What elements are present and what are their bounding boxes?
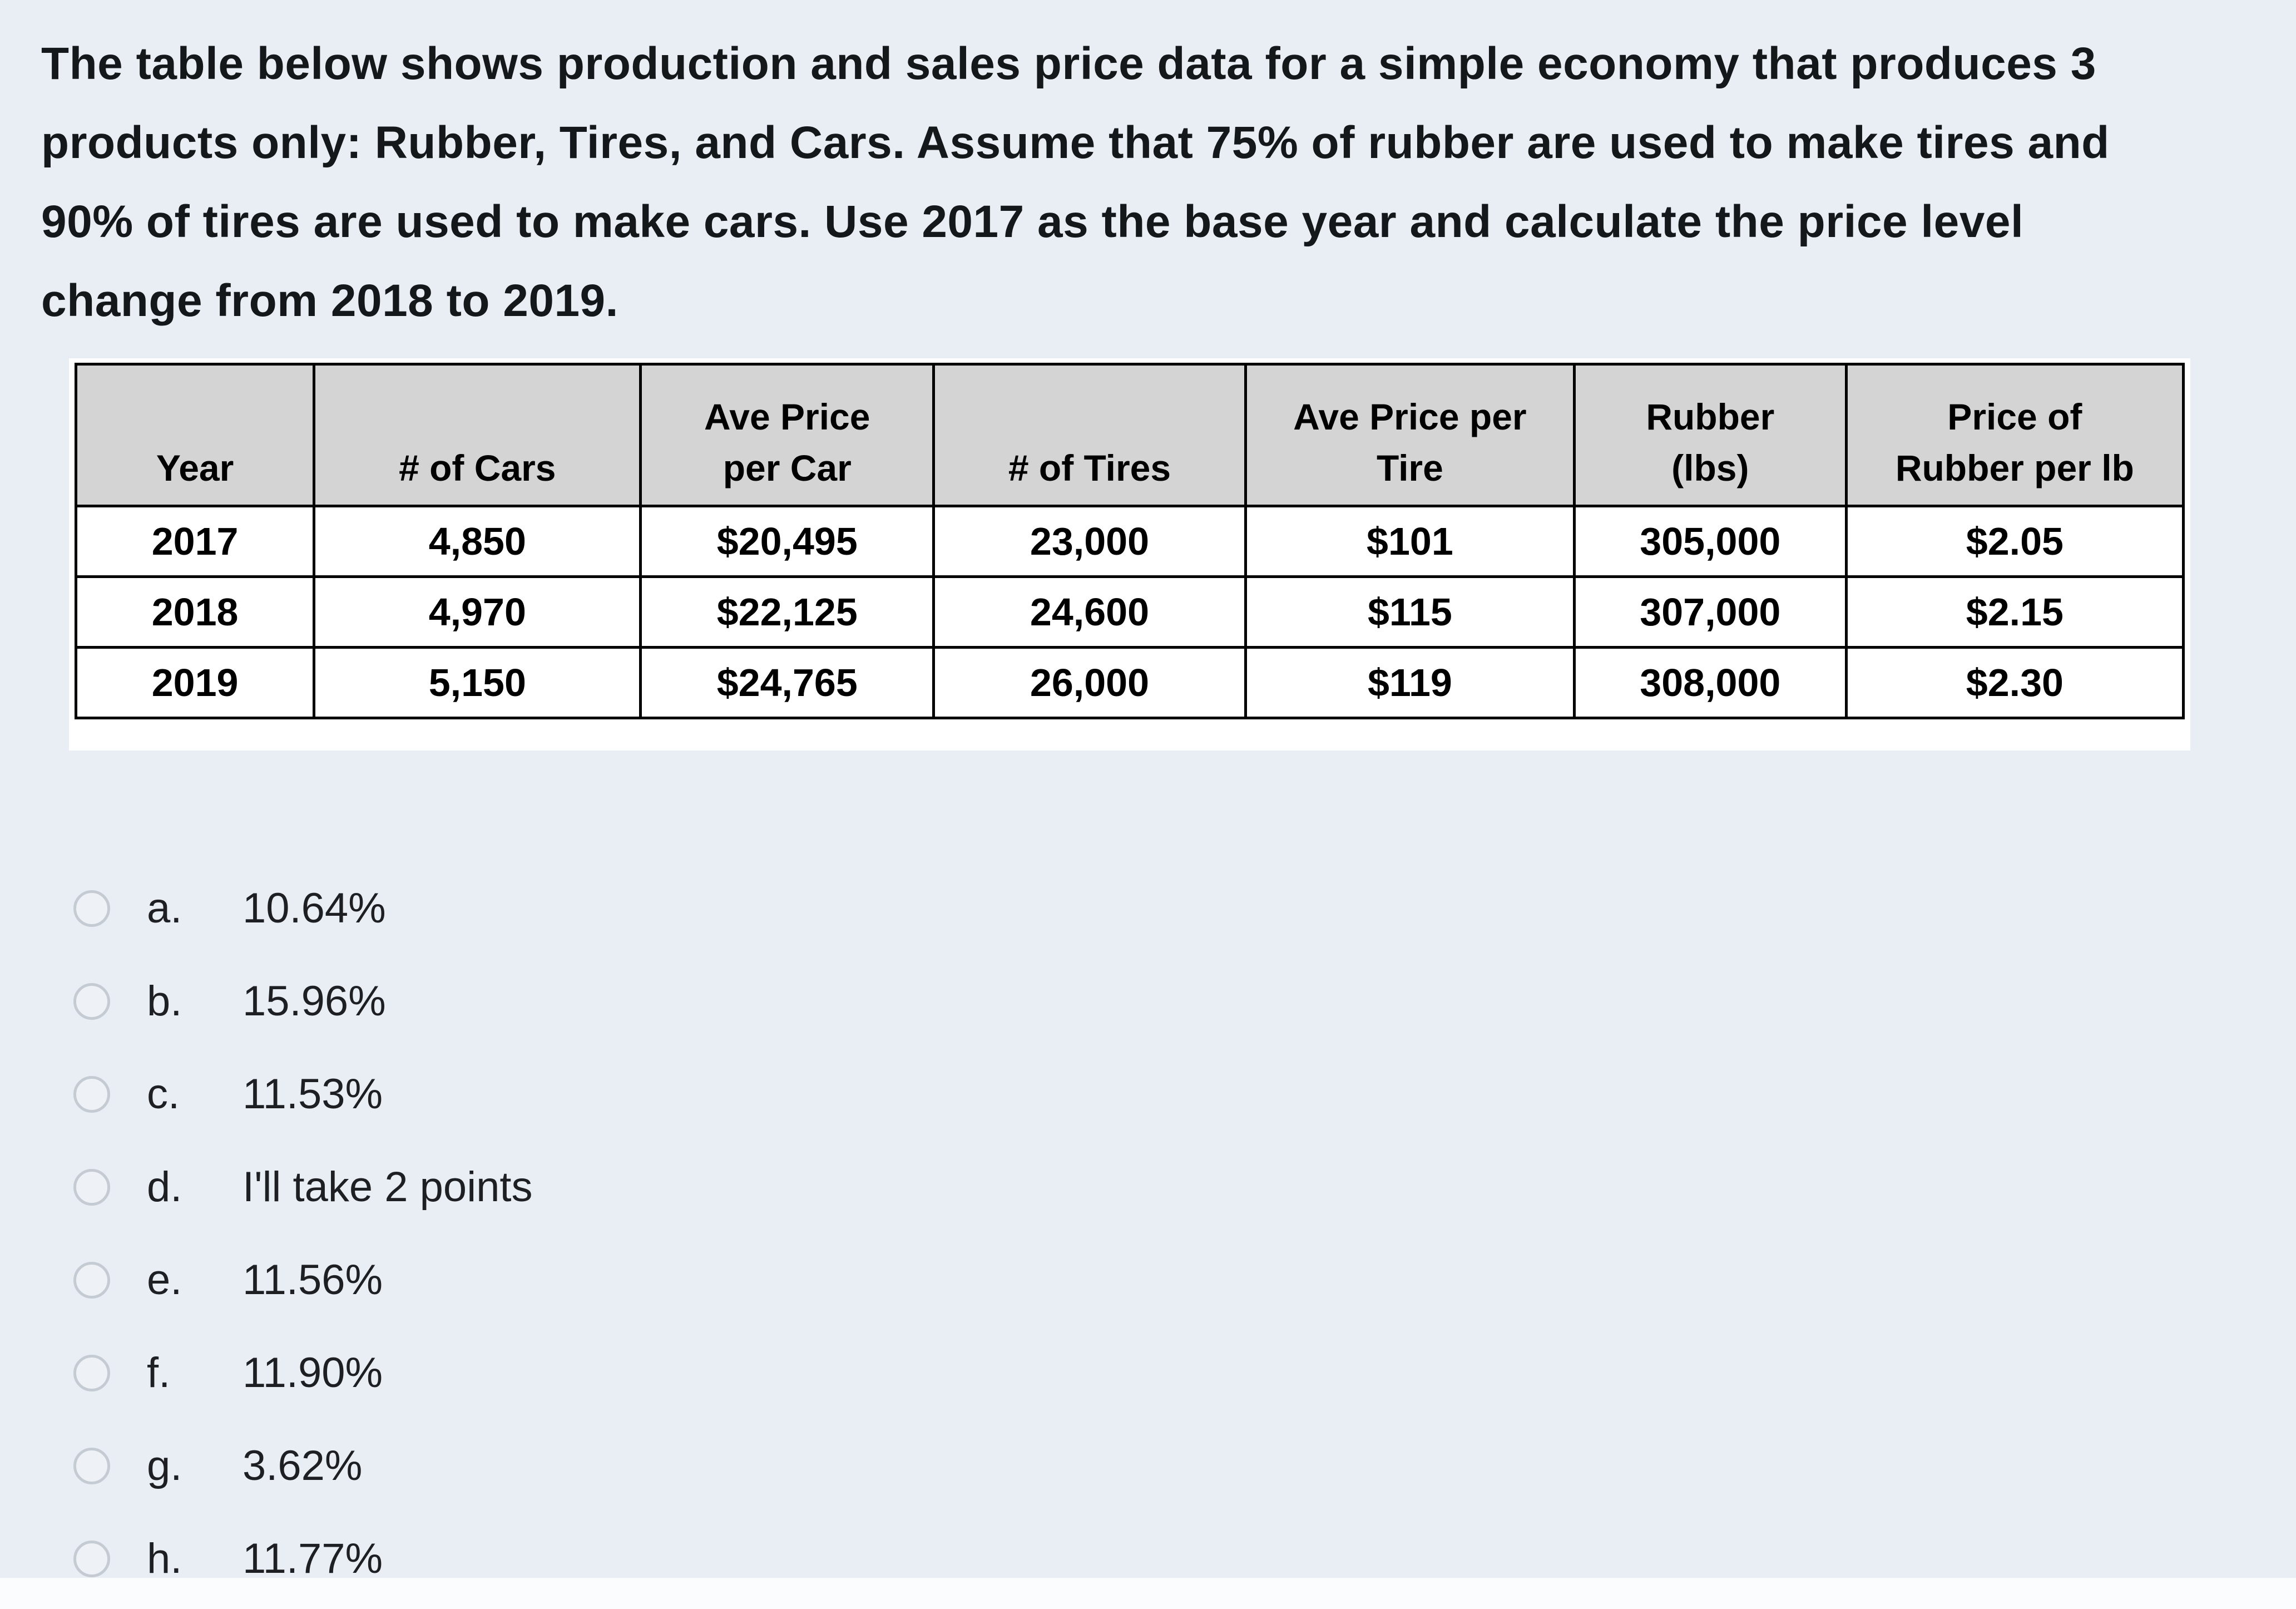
- table-cell: $2.30: [1844, 646, 2185, 719]
- radio-button[interactable]: [73, 1075, 110, 1113]
- table-cell: $22,125: [639, 575, 936, 649]
- option-label: 11.77%: [243, 1535, 383, 1582]
- radio-button[interactable]: [73, 1354, 110, 1391]
- option-letter: d.: [147, 1163, 182, 1211]
- col-header-rubber-price: Price of Rubber per lb: [1844, 363, 2185, 507]
- table-cell: 308,000: [1572, 646, 1848, 719]
- table-cell: 24,600: [932, 575, 1247, 649]
- table-cell: $101: [1244, 505, 1576, 578]
- table-cell: 305,000: [1572, 505, 1848, 578]
- table-cell: 26,000: [932, 646, 1247, 719]
- table-cell: 5,150: [313, 646, 642, 719]
- table-cell: 23,000: [932, 505, 1247, 578]
- radio-button[interactable]: [73, 1168, 110, 1206]
- radio-button[interactable]: [73, 1540, 110, 1577]
- col-header-line: # of Cars: [399, 447, 556, 488]
- question-text: The table below shows production and sal…: [41, 38, 2110, 326]
- col-header-num-cars: # of Cars: [313, 363, 642, 507]
- data-table: Year # of Cars Ave Price per Car # of Ti…: [74, 363, 2185, 719]
- col-header-line: Ave Price: [704, 396, 870, 437]
- option-letter: e.: [147, 1256, 182, 1304]
- table-cell: $2.05: [1844, 505, 2185, 578]
- option-letter: c.: [147, 1070, 180, 1118]
- col-header-line: per Car: [723, 447, 852, 488]
- option-row-h[interactable]: h. 11.77%: [0, 1512, 2296, 1605]
- table-cell: 4,850: [313, 505, 642, 578]
- option-letter: g.: [147, 1442, 182, 1489]
- table-cell: 2019: [74, 646, 316, 719]
- table-cell: $119: [1244, 646, 1576, 719]
- table-cell: 4,970: [313, 575, 642, 649]
- table-cell: $115: [1244, 575, 1576, 649]
- col-header-line: Rubber per lb: [1895, 447, 2134, 488]
- table-cell: 307,000: [1572, 575, 1848, 649]
- option-label: 3.62%: [243, 1442, 363, 1489]
- option-letter: a.: [147, 885, 182, 932]
- option-row-f[interactable]: f. 11.90%: [0, 1326, 2296, 1419]
- col-header-ave-price-car: Ave Price per Car: [639, 363, 936, 507]
- option-row-a[interactable]: a. 10.64%: [0, 862, 2296, 955]
- option-row-c[interactable]: c. 11.53%: [0, 1048, 2296, 1141]
- option-row-b[interactable]: b. 15.96%: [0, 955, 2296, 1048]
- col-header-ave-price-tire: Ave Price per Tire: [1244, 363, 1576, 507]
- col-header-line: # of Tires: [1008, 447, 1171, 488]
- col-header-line: (lbs): [1671, 447, 1749, 488]
- col-header-rubber-lbs: Rubber (lbs): [1572, 363, 1848, 507]
- option-label: 15.96%: [243, 978, 386, 1025]
- col-header-line: Year: [156, 447, 234, 488]
- option-label: I'll take 2 points: [243, 1163, 533, 1211]
- radio-button[interactable]: [73, 983, 110, 1020]
- radio-button[interactable]: [73, 1261, 110, 1299]
- option-letter: h.: [147, 1535, 182, 1582]
- radio-button[interactable]: [73, 890, 110, 927]
- table-row: 2019 5,150 $24,765 26,000 $119 308,000 $…: [74, 646, 2185, 719]
- table-row: 2018 4,970 $22,125 24,600 $115 307,000 $…: [74, 575, 2185, 649]
- option-row-e[interactable]: e. 11.56%: [0, 1233, 2296, 1326]
- option-row-d[interactable]: d. I'll take 2 points: [0, 1141, 2296, 1233]
- col-header-num-tires: # of Tires: [932, 363, 1247, 507]
- option-label: 10.64%: [243, 885, 386, 932]
- option-letter: b.: [147, 978, 182, 1025]
- col-header-line: Rubber: [1646, 396, 1775, 437]
- table-row: 2017 4,850 $20,495 23,000 $101 305,000 $…: [74, 505, 2185, 578]
- table-cell: $20,495: [639, 505, 936, 578]
- table-cell: $2.15: [1844, 575, 2185, 649]
- col-header-line: Tire: [1376, 447, 1443, 488]
- option-label: 11.56%: [243, 1256, 383, 1304]
- table-header-row: Year # of Cars Ave Price per Car # of Ti…: [74, 363, 2185, 507]
- option-label: 11.90%: [243, 1349, 383, 1396]
- page-bottom-strip: [0, 1578, 2296, 1609]
- option-label: 11.53%: [243, 1070, 383, 1118]
- option-row-g[interactable]: g. 3.62%: [0, 1419, 2296, 1512]
- option-letter: f.: [147, 1349, 171, 1396]
- col-header-year: Year: [74, 363, 316, 507]
- col-header-line: Ave Price per: [1293, 396, 1527, 437]
- options-list: a. 10.64% b. 15.96% c. 11.53% d. I'll ta…: [0, 862, 2296, 1605]
- table-cell: 2017: [74, 505, 316, 578]
- radio-button[interactable]: [73, 1447, 110, 1484]
- col-header-line: Price of: [1947, 396, 2082, 437]
- table-cell: 2018: [74, 575, 316, 649]
- data-table-panel: Year # of Cars Ave Price per Car # of Ti…: [69, 358, 2190, 751]
- table-cell: $24,765: [639, 646, 936, 719]
